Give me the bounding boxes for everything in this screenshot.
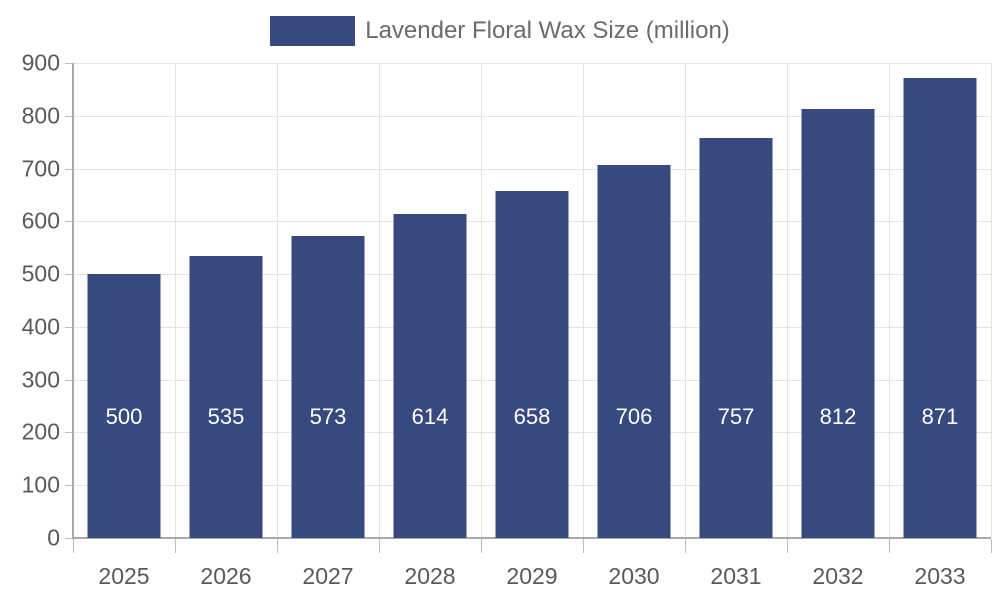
y-axis-tick-label: 0	[47, 524, 60, 551]
x-axis-line	[73, 537, 991, 539]
x-axis-tick-label: 2028	[379, 539, 481, 599]
bar[interactable]: 812	[801, 109, 875, 538]
bar-value-label: 535	[207, 404, 245, 429]
y-axis-tick-label: 300	[21, 366, 60, 393]
bar-series: 500 535 573 614 658 706 757 812 871	[73, 63, 991, 538]
bar[interactable]: 535	[189, 255, 263, 538]
x-axis-tick-mark	[277, 539, 278, 553]
x-axis-tick-mark	[379, 539, 380, 553]
legend-swatch-series-1	[270, 16, 356, 46]
bar-slot: 658	[481, 63, 583, 538]
y-axis-tick-mark	[65, 168, 73, 170]
chart-legend: Lavender Floral Wax Size (million)	[0, 8, 1000, 54]
x-axis-labels: 2025 2026 2027 2028 2029 2030 2031 2032 2033	[73, 539, 991, 599]
x-axis-tick-mark	[583, 539, 584, 553]
x-axis-tick-mark	[685, 539, 686, 553]
bar-slot: 812	[787, 63, 889, 538]
bar-value-label: 573	[309, 404, 347, 429]
y-axis-tick-label: 900	[21, 49, 60, 76]
x-axis-tick-mark	[991, 539, 992, 553]
y-axis-tick-mark	[65, 485, 73, 487]
y-axis-tick-mark	[65, 115, 73, 117]
y-axis-tick-mark	[65, 274, 73, 276]
y-axis-tick-label: 800	[21, 102, 60, 129]
x-axis-tick-label: 2026	[175, 539, 277, 599]
y-axis-line	[72, 63, 74, 539]
y-axis-tick-mark	[65, 63, 73, 64]
x-axis-tick-mark	[889, 539, 890, 553]
legend-label-series-1: Lavender Floral Wax Size (million)	[365, 17, 730, 44]
y-axis-tick-label: 600	[21, 207, 60, 234]
bar[interactable]: 658	[495, 190, 569, 538]
x-axis-tick-label: 2025	[73, 539, 175, 599]
bar-slot: 614	[379, 63, 481, 538]
bar[interactable]: 500	[87, 274, 161, 538]
bar-value-label: 757	[717, 404, 755, 429]
y-axis-tick-mark	[65, 432, 73, 434]
x-axis-tick-label: 2029	[481, 539, 583, 599]
bar[interactable]: 871	[903, 78, 977, 538]
bar[interactable]: 757	[699, 138, 773, 538]
bar-value-label: 706	[615, 404, 653, 429]
y-axis-tick-mark	[65, 326, 73, 328]
x-axis-tick-label: 2032	[787, 539, 889, 599]
gridline-vertical	[991, 63, 992, 538]
bar-slot: 500	[73, 63, 175, 538]
x-axis-tick-label: 2033	[889, 539, 991, 599]
bar-slot: 871	[889, 63, 991, 538]
y-axis-tick-label: 200	[21, 418, 60, 445]
bar[interactable]: 614	[393, 213, 467, 538]
y-axis-tick-mark	[65, 379, 73, 381]
x-axis-tick-mark	[481, 539, 482, 553]
x-axis-tick-mark	[73, 539, 74, 553]
bar-value-label: 614	[411, 404, 449, 429]
y-axis-tick-mark	[65, 221, 73, 223]
bar[interactable]: 573	[291, 235, 365, 538]
y-axis-labels: 0 100 200 300 400 500 600 700 800 900	[0, 0, 60, 600]
bar-slot: 757	[685, 63, 787, 538]
x-axis-tick-mark	[175, 539, 176, 553]
bar-slot: 535	[175, 63, 277, 538]
bar-value-label: 871	[921, 404, 959, 429]
x-axis-tick-label: 2027	[277, 539, 379, 599]
y-axis-tick-label: 700	[21, 155, 60, 182]
x-axis-tick-mark	[787, 539, 788, 553]
x-axis-tick-label: 2030	[583, 539, 685, 599]
y-axis-tick-label: 100	[21, 471, 60, 498]
y-axis-tick-mark	[65, 538, 73, 539]
bar-value-label: 812	[819, 404, 857, 429]
y-axis-tick-label: 400	[21, 313, 60, 340]
bar-slot: 573	[277, 63, 379, 538]
bar-value-label: 500	[105, 404, 143, 429]
bar[interactable]: 706	[597, 165, 671, 538]
y-axis-tick-marks	[0, 0, 73, 600]
y-axis-tick-label: 500	[21, 260, 60, 287]
bar-slot: 706	[583, 63, 685, 538]
x-axis-tick-label: 2031	[685, 539, 787, 599]
bar-value-label: 658	[513, 404, 551, 429]
